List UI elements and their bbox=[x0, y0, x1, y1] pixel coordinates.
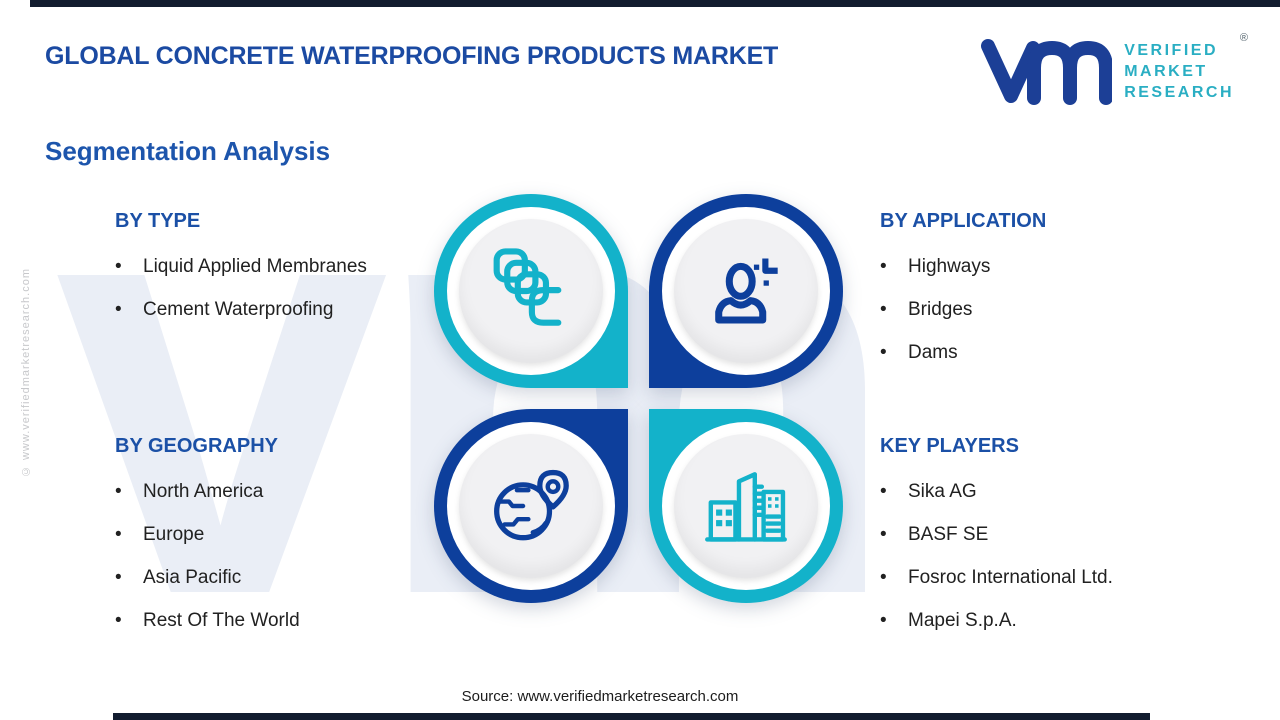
bullet-icon: • bbox=[115, 524, 122, 545]
section-title: Segmentation Analysis bbox=[45, 136, 331, 166]
bullet-icon: • bbox=[880, 256, 887, 277]
registered-trademark-icon: ® bbox=[1239, 32, 1248, 44]
by-type-list: • Liquid Applied Membranes • Cement Waterp… bbox=[115, 256, 455, 321]
segment-key-players: KEY PLAYERS • Sika AG • BASF SE • Fosroc In… bbox=[880, 435, 1220, 653]
by-application-heading: BY APPLICATION bbox=[880, 210, 1047, 232]
list-item-label: Cement Waterproofing bbox=[143, 299, 334, 320]
side-copyright-text: © www.verifiedmarketresearch.com bbox=[20, 268, 32, 478]
list-item: • BASF SE bbox=[880, 524, 1220, 546]
layers-icon bbox=[493, 248, 562, 326]
list-item-label: BASF SE bbox=[908, 524, 989, 545]
list-item: • Dams bbox=[880, 342, 1220, 364]
list-item: • Liquid Applied Membranes bbox=[115, 256, 455, 278]
list-item: • Europe bbox=[115, 524, 455, 546]
segment-by-type: BY TYPE • Liquid Applied Membranes • Cemen… bbox=[115, 210, 455, 342]
pod-face bbox=[674, 219, 818, 363]
bullet-icon: • bbox=[880, 481, 887, 502]
bullet-icon: • bbox=[880, 299, 887, 320]
pod-by-geography bbox=[434, 409, 628, 603]
segment-by-geography: BY GEOGRAPHY • North America • Europe • Asi… bbox=[115, 435, 455, 653]
bullet-icon: • bbox=[115, 610, 122, 631]
by-geography-list: • North America • Europe • Asia Pacific • Re… bbox=[115, 481, 455, 632]
globe-pin-icon bbox=[494, 469, 569, 541]
list-item: • North America bbox=[115, 481, 455, 503]
pod-by-application bbox=[649, 194, 843, 388]
by-application-list: • Highways • Bridges • Dams bbox=[880, 256, 1220, 364]
person-icon bbox=[715, 258, 778, 324]
list-item: • Mapei S.p.A. bbox=[880, 610, 1220, 632]
list-item-label: Liquid Applied Membranes bbox=[143, 256, 367, 277]
logo-line-3: RESEARCH bbox=[1124, 84, 1234, 101]
vmr-logo-text: VERIFIED MARKET RESEARCH ® bbox=[1124, 32, 1248, 103]
vmr-logo-mark-icon bbox=[981, 39, 1113, 105]
source-label: Source: bbox=[461, 688, 514, 705]
list-item-label: Sika AG bbox=[908, 481, 977, 502]
page-title: GLOBAL CONCRETE WATERPROOFING PRODUCTS M… bbox=[45, 42, 779, 70]
list-item-label: North America bbox=[143, 481, 264, 502]
list-item-label: Fosroc International Ltd. bbox=[908, 567, 1113, 588]
list-item: • Rest Of The World bbox=[115, 610, 455, 632]
list-item: • Highways bbox=[880, 256, 1220, 278]
top-edge-bar bbox=[30, 0, 1280, 7]
logo-line-2: MARKET bbox=[1124, 63, 1208, 80]
list-item-label: Mapei S.p.A. bbox=[908, 610, 1017, 631]
bullet-icon: • bbox=[115, 299, 122, 320]
key-players-list: • Sika AG • BASF SE • Fosroc International … bbox=[880, 481, 1220, 632]
bullet-icon: • bbox=[880, 567, 887, 588]
bottom-edge-bar bbox=[113, 713, 1150, 720]
list-item: • Cement Waterproofing bbox=[115, 299, 455, 321]
by-type-heading: BY TYPE bbox=[115, 210, 201, 232]
bullet-icon: • bbox=[115, 567, 122, 588]
bullet-icon: • bbox=[115, 256, 122, 277]
pod-face bbox=[674, 434, 818, 578]
list-item-label: Rest Of The World bbox=[143, 610, 300, 631]
list-item-label: Dams bbox=[908, 342, 958, 363]
segment-by-application: BY APPLICATION • Highways • Bridges • Dams bbox=[880, 210, 1220, 385]
list-item: • Bridges bbox=[880, 299, 1220, 321]
pod-face bbox=[459, 434, 603, 578]
vmr-logo: VERIFIED MARKET RESEARCH ® bbox=[980, 32, 1248, 106]
bullet-icon: • bbox=[880, 524, 887, 545]
bullet-icon: • bbox=[115, 481, 122, 502]
list-item: • Asia Pacific bbox=[115, 567, 455, 589]
source-url: www.verifiedmarketresearch.com bbox=[517, 688, 739, 705]
key-players-heading: KEY PLAYERS bbox=[880, 435, 1019, 457]
list-item-label: Asia Pacific bbox=[143, 567, 242, 588]
source-line: Source: www.verifiedmarketresearch.com bbox=[0, 688, 1200, 705]
list-item-label: Europe bbox=[143, 524, 205, 545]
logo-line-1: VERIFIED bbox=[1124, 42, 1218, 59]
pod-key-players bbox=[649, 409, 843, 603]
by-geography-heading: BY GEOGRAPHY bbox=[115, 435, 278, 457]
buildings-icon bbox=[705, 472, 787, 542]
list-item-label: Highways bbox=[908, 256, 991, 277]
list-item-label: Bridges bbox=[908, 299, 973, 320]
pod-face bbox=[459, 219, 603, 363]
list-item: • Sika AG bbox=[880, 481, 1220, 503]
bullet-icon: • bbox=[880, 610, 887, 631]
list-item: • Fosroc International Ltd. bbox=[880, 567, 1220, 589]
bullet-icon: • bbox=[880, 342, 887, 363]
pod-by-type bbox=[434, 194, 628, 388]
